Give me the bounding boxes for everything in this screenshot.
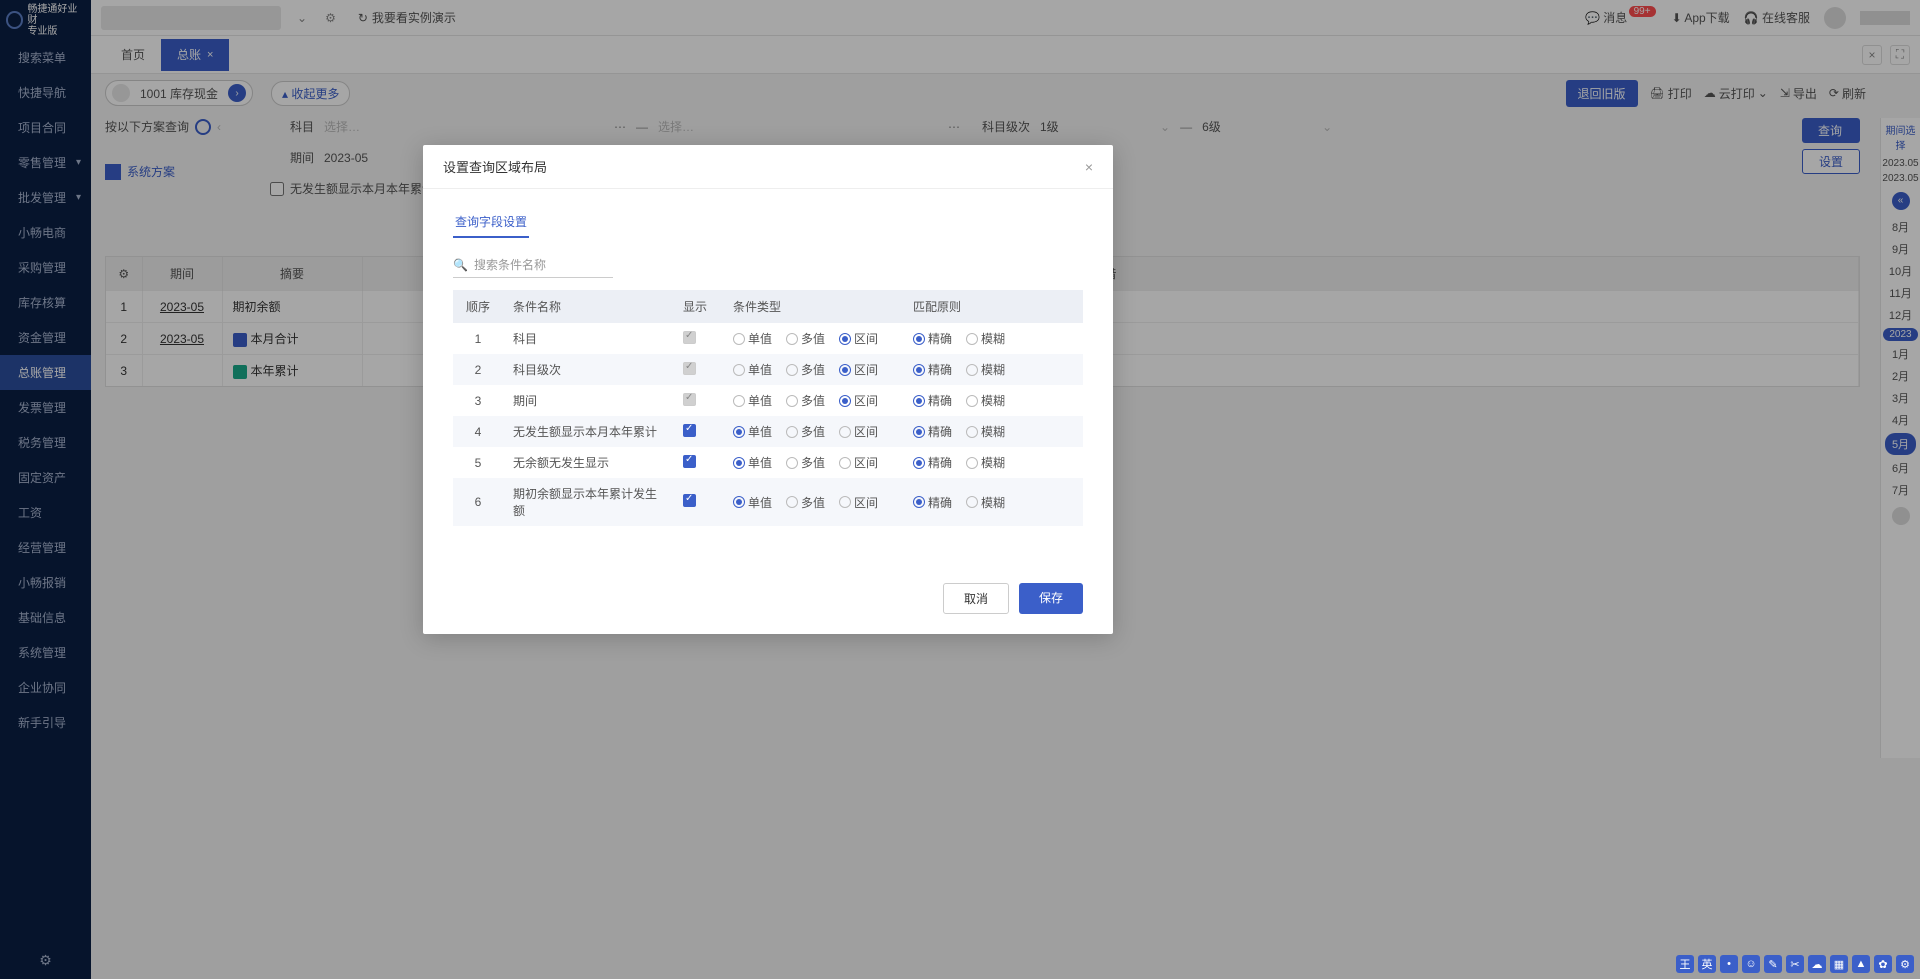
config-table: 顺序 条件名称 显示 条件类型 匹配原则 1科目单值多值区间精确模糊2科目级次单…: [453, 290, 1083, 526]
condition-search[interactable]: 🔍 搜索条件名称: [453, 252, 613, 278]
show-checkbox: [683, 331, 696, 344]
condition-name: 无余额无发生显示: [503, 447, 673, 478]
radio-option[interactable]: 模糊: [966, 494, 1005, 511]
radio-option[interactable]: 精确: [913, 392, 952, 409]
config-row: 3期间单值多值区间精确模糊: [453, 385, 1083, 416]
ime-button[interactable]: •: [1720, 955, 1738, 973]
radio-option[interactable]: 区间: [839, 330, 878, 347]
show-checkbox: [683, 362, 696, 375]
radio-option[interactable]: 区间: [839, 494, 878, 511]
show-checkbox[interactable]: [683, 494, 696, 507]
radio-option[interactable]: 单值: [733, 494, 772, 511]
condition-name: 无发生额显示本月本年累计: [503, 416, 673, 447]
config-row: 1科目单值多值区间精确模糊: [453, 323, 1083, 354]
ime-button[interactable]: ▲: [1852, 955, 1870, 973]
col-type: 条件类型: [723, 290, 903, 323]
ime-button[interactable]: ☁: [1808, 955, 1826, 973]
radio-option[interactable]: 单值: [733, 361, 772, 378]
config-row: 4无发生额显示本月本年累计单值多值区间精确模糊: [453, 416, 1083, 447]
show-checkbox: [683, 393, 696, 406]
ime-button[interactable]: ✎: [1764, 955, 1782, 973]
condition-name: 期初余额显示本年累计发生额: [503, 478, 673, 526]
radio-option[interactable]: 单值: [733, 330, 772, 347]
save-button[interactable]: 保存: [1019, 583, 1083, 614]
radio-option[interactable]: 精确: [913, 361, 952, 378]
radio-option[interactable]: 模糊: [966, 330, 1005, 347]
ime-button[interactable]: ▦: [1830, 955, 1848, 973]
ime-bar: 王英•☺✎✂☁▦▲✿⚙: [1676, 955, 1914, 973]
radio-option[interactable]: 模糊: [966, 423, 1005, 440]
ime-button[interactable]: 王: [1676, 955, 1694, 973]
radio-option[interactable]: 单值: [733, 454, 772, 471]
radio-option[interactable]: 区间: [839, 423, 878, 440]
config-row: 2科目级次单值多值区间精确模糊: [453, 354, 1083, 385]
modal-tab-fields[interactable]: 查询字段设置: [453, 207, 529, 238]
radio-option[interactable]: 模糊: [966, 454, 1005, 471]
radio-option[interactable]: 区间: [839, 361, 878, 378]
condition-name: 期间: [503, 385, 673, 416]
ime-button[interactable]: ✿: [1874, 955, 1892, 973]
modal-title: 设置查询区域布局: [443, 157, 547, 176]
radio-option[interactable]: 单值: [733, 423, 772, 440]
radio-option[interactable]: 单值: [733, 392, 772, 409]
radio-option[interactable]: 精确: [913, 330, 952, 347]
close-icon[interactable]: ×: [1085, 159, 1093, 175]
condition-name: 科目: [503, 323, 673, 354]
search-placeholder: 搜索条件名称: [474, 256, 546, 273]
col-show: 显示: [673, 290, 723, 323]
radio-option[interactable]: 区间: [839, 392, 878, 409]
radio-option[interactable]: 模糊: [966, 392, 1005, 409]
radio-option[interactable]: 多值: [786, 330, 825, 347]
radio-option[interactable]: 区间: [839, 454, 878, 471]
col-match: 匹配原则: [903, 290, 1083, 323]
condition-name: 科目级次: [503, 354, 673, 385]
config-row: 5无余额无发生显示单值多值区间精确模糊: [453, 447, 1083, 478]
config-row: 6期初余额显示本年累计发生额单值多值区间精确模糊: [453, 478, 1083, 526]
ime-button[interactable]: ✂: [1786, 955, 1804, 973]
col-seq: 顺序: [453, 290, 503, 323]
cancel-button[interactable]: 取消: [943, 583, 1009, 614]
radio-option[interactable]: 精确: [913, 423, 952, 440]
radio-option[interactable]: 精确: [913, 454, 952, 471]
radio-option[interactable]: 多值: [786, 494, 825, 511]
radio-option[interactable]: 精确: [913, 494, 952, 511]
settings-modal: 设置查询区域布局 × 查询字段设置 🔍 搜索条件名称 顺序 条件名称 显示 条件…: [423, 145, 1113, 634]
ime-button[interactable]: ☺: [1742, 955, 1760, 973]
col-name: 条件名称: [503, 290, 673, 323]
radio-option[interactable]: 模糊: [966, 361, 1005, 378]
radio-option[interactable]: 多值: [786, 361, 825, 378]
ime-button[interactable]: 英: [1698, 955, 1716, 973]
radio-option[interactable]: 多值: [786, 454, 825, 471]
show-checkbox[interactable]: [683, 455, 696, 468]
radio-option[interactable]: 多值: [786, 392, 825, 409]
search-icon: 🔍: [453, 258, 468, 272]
radio-option[interactable]: 多值: [786, 423, 825, 440]
show-checkbox[interactable]: [683, 424, 696, 437]
ime-button[interactable]: ⚙: [1896, 955, 1914, 973]
